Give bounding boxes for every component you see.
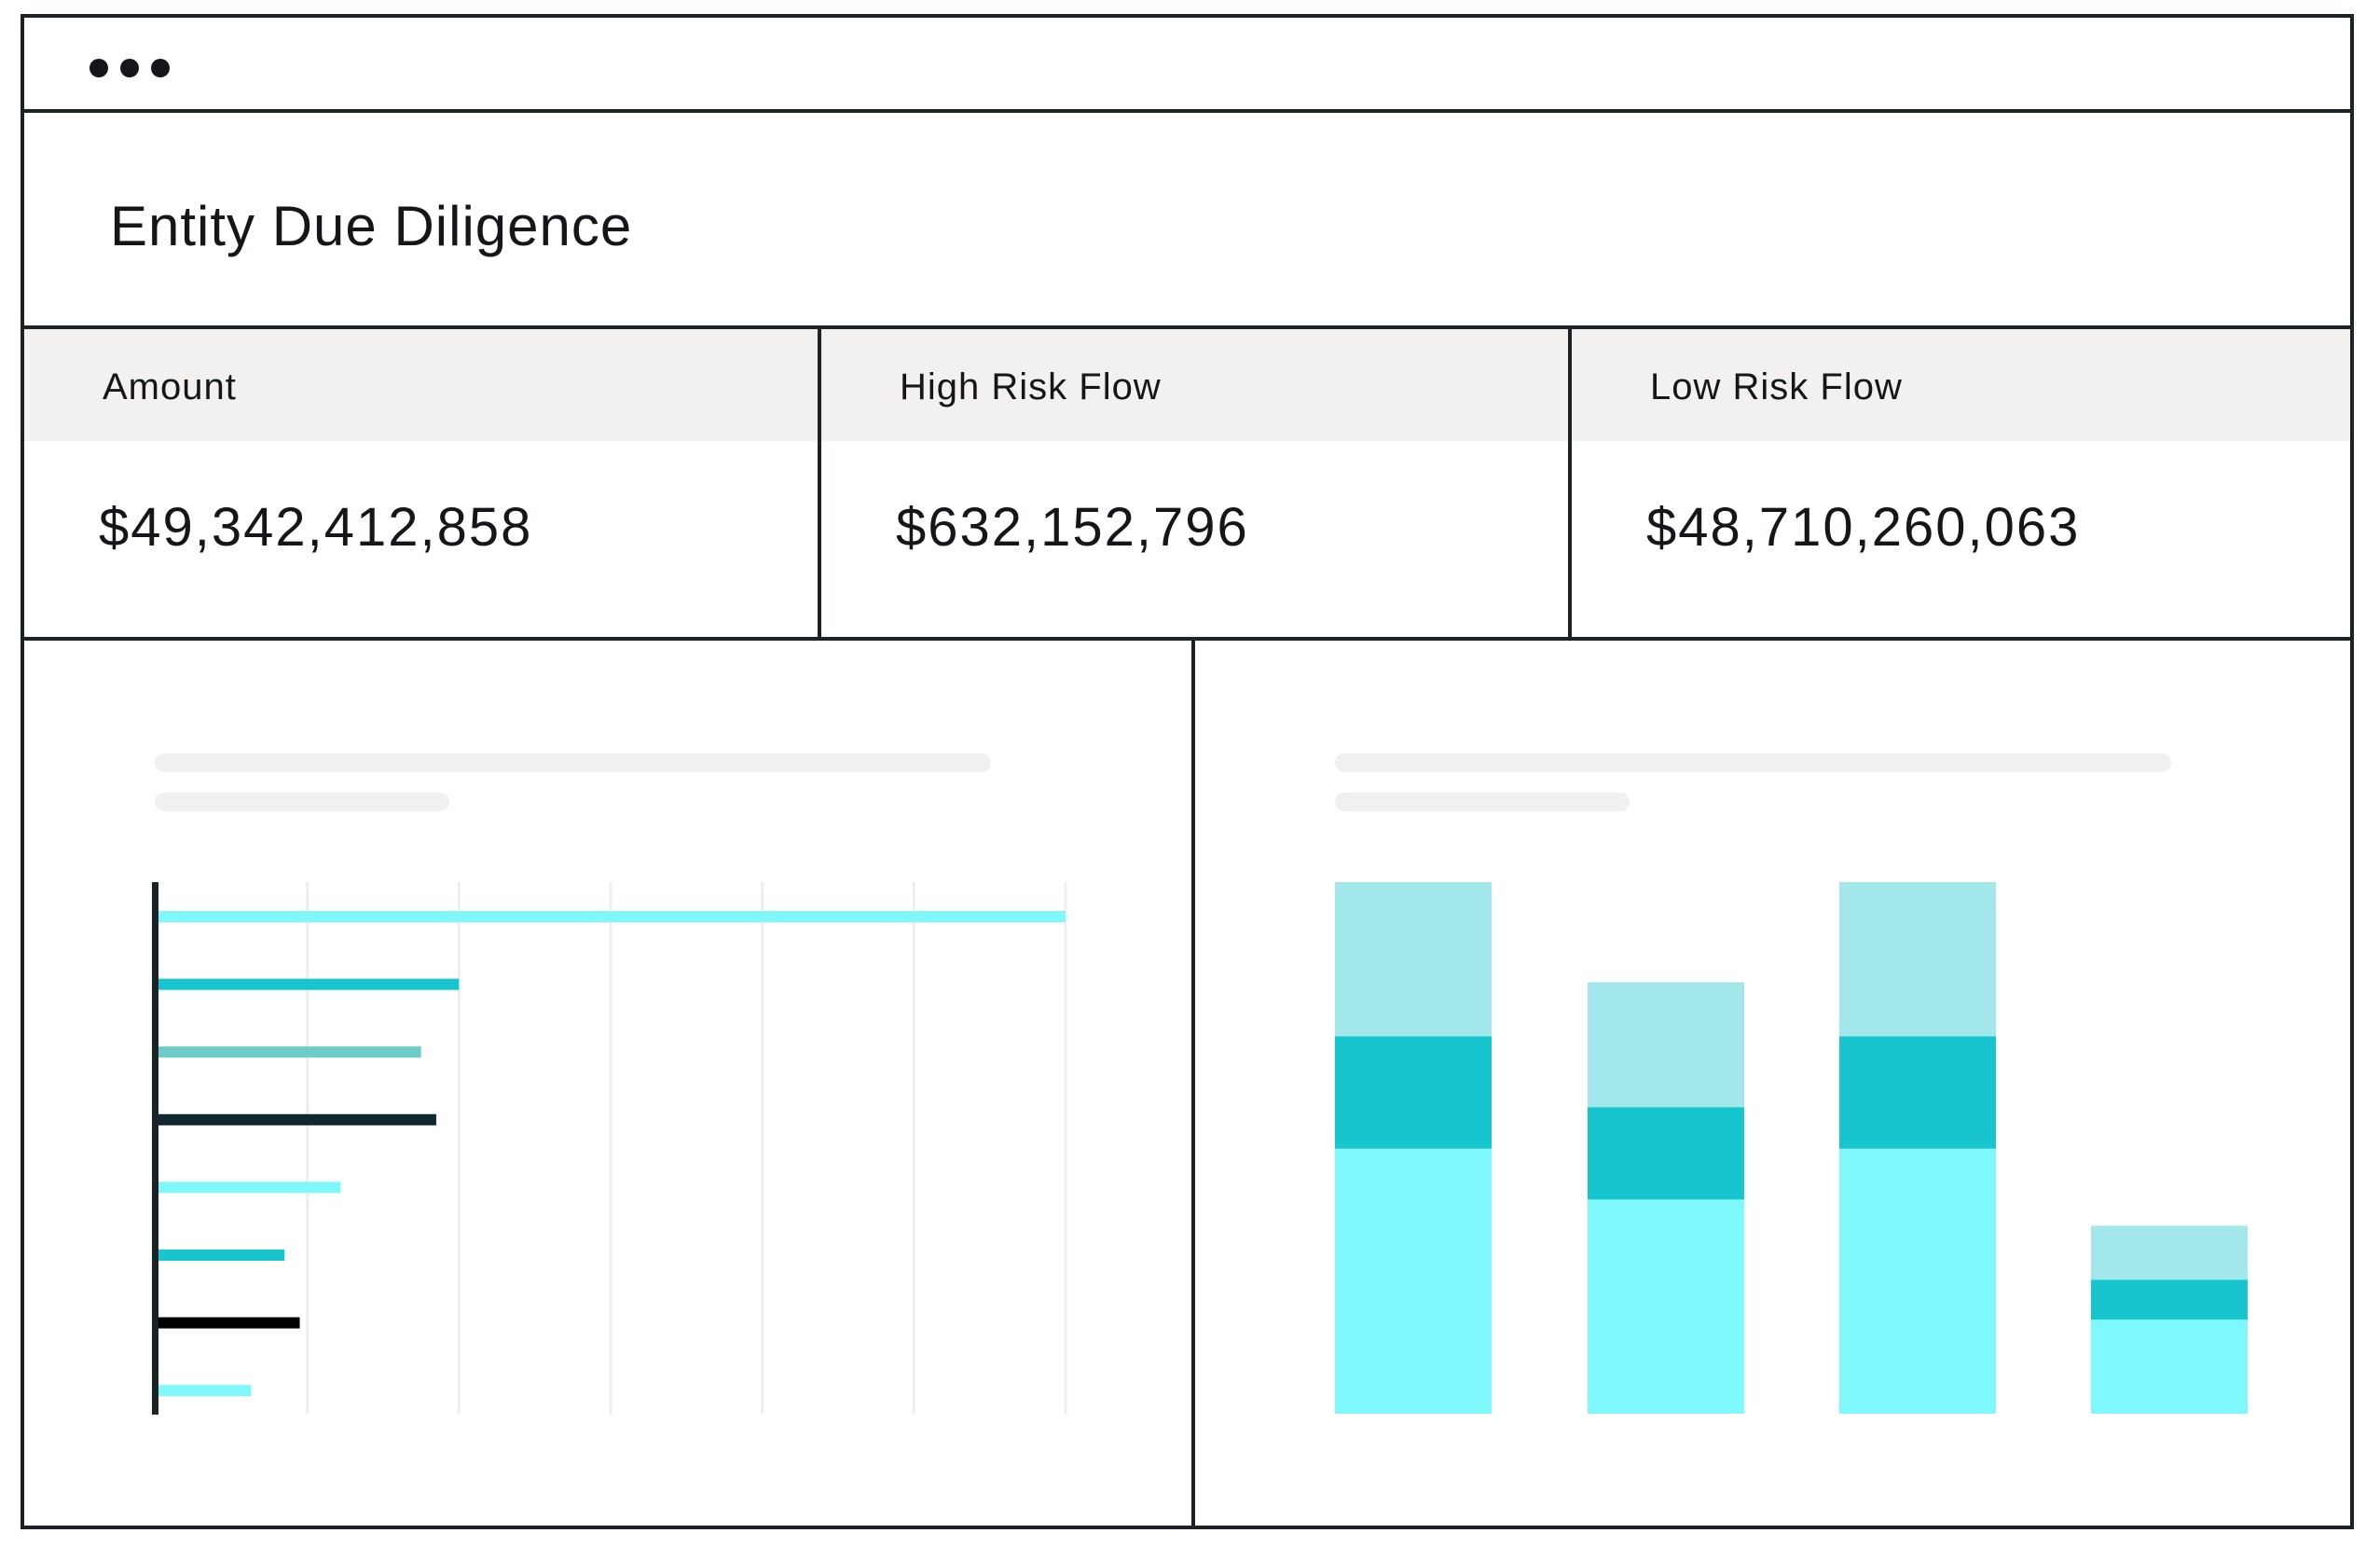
- bar-segment: [2091, 1279, 2248, 1320]
- metric-value: $632,152,796: [896, 497, 1249, 558]
- page-title: Entity Due Diligence: [110, 195, 633, 257]
- metric-high-risk-flow: High Risk Flow $632,152,796: [818, 329, 1568, 637]
- bar-segment: [1588, 1107, 1744, 1200]
- subtitle-placeholder: [1335, 793, 1630, 811]
- title-placeholder: [155, 753, 991, 772]
- more-horizontal-icon[interactable]: [89, 59, 170, 77]
- bar-segment: [1335, 1036, 1492, 1149]
- window-titlebar: [24, 18, 2350, 113]
- bar: [156, 1385, 252, 1397]
- metric-header: Low Risk Flow: [1572, 329, 2350, 441]
- bar-segment: [1839, 1036, 1996, 1149]
- stacked-bar-chart: [1335, 882, 2248, 1414]
- bar: [156, 911, 1066, 922]
- menu-dot: [89, 59, 108, 77]
- bar-segment: [1839, 1148, 1996, 1414]
- metric-amount: Amount $49,342,412,858: [24, 329, 818, 637]
- bar-segment: [1335, 1148, 1492, 1414]
- bar-segment: [1335, 882, 1492, 1037]
- y-axis-line: [152, 882, 158, 1415]
- horizontal-bar-chart: [152, 882, 1067, 1415]
- bar: [156, 1181, 341, 1194]
- metric-header: Amount: [24, 329, 818, 441]
- metric-value: $48,710,260,063: [1646, 497, 2081, 558]
- metric-label: High Risk Flow: [900, 366, 1162, 407]
- bar: [156, 1317, 300, 1329]
- bar-segment: [1588, 1199, 1744, 1414]
- chart-panel-left: [24, 641, 1191, 1526]
- bar-segment: [1588, 982, 1744, 1108]
- bar-segment: [1839, 882, 1996, 1037]
- metrics-row: Amount $49,342,412,858 High Risk Flow $6…: [24, 329, 2350, 641]
- metric-value: $49,342,412,858: [99, 497, 533, 558]
- bar-segment: [2091, 1319, 2248, 1414]
- bar-segment: [2091, 1225, 2248, 1280]
- page-header: Entity Due Diligence: [24, 113, 2350, 329]
- bar: [156, 1046, 421, 1058]
- bar: [156, 1250, 285, 1261]
- menu-dot: [120, 59, 139, 77]
- metric-label: Amount: [103, 366, 237, 407]
- app-window: Entity Due Diligence Amount $49,342,412,…: [21, 14, 2354, 1529]
- metric-label: Low Risk Flow: [1650, 366, 1903, 407]
- metric-low-risk-flow: Low Risk Flow $48,710,260,063: [1568, 329, 2350, 637]
- bar: [156, 1113, 436, 1126]
- chart-panel-right: [1191, 641, 2354, 1526]
- bar: [156, 978, 460, 990]
- menu-dot: [151, 59, 170, 77]
- metric-header: High Risk Flow: [821, 329, 1568, 441]
- chart-panels: [24, 641, 2350, 1526]
- subtitle-placeholder: [155, 793, 449, 811]
- title-placeholder: [1335, 753, 2171, 772]
